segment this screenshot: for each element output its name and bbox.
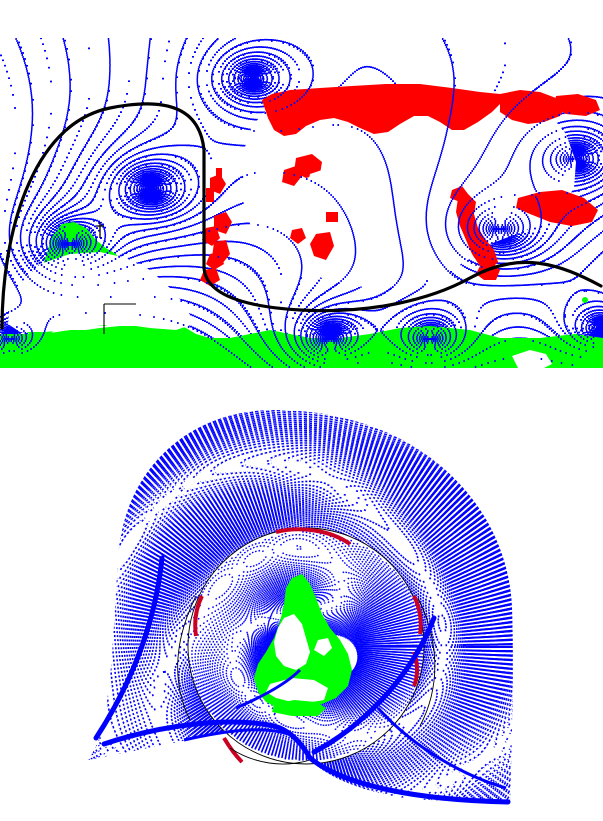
polar-red-arcs (193, 527, 423, 764)
cartesian-panel (0, 38, 603, 368)
polar-rim-strokes-thin (183, 668, 507, 790)
cartesian-plot-svg (0, 38, 603, 368)
polar-rim-strokes (93, 555, 511, 805)
polar-panel (78, 408, 518, 808)
blue-contour-overlay (0, 38, 603, 368)
separatrix-corner-marker (96, 222, 104, 238)
inner-box-marker (103, 303, 136, 334)
polar-plot-svg (78, 408, 518, 808)
red-saturation-region (200, 84, 600, 286)
black-separatrix-curve (0, 102, 603, 330)
polar-separatrix-lines (177, 595, 436, 765)
